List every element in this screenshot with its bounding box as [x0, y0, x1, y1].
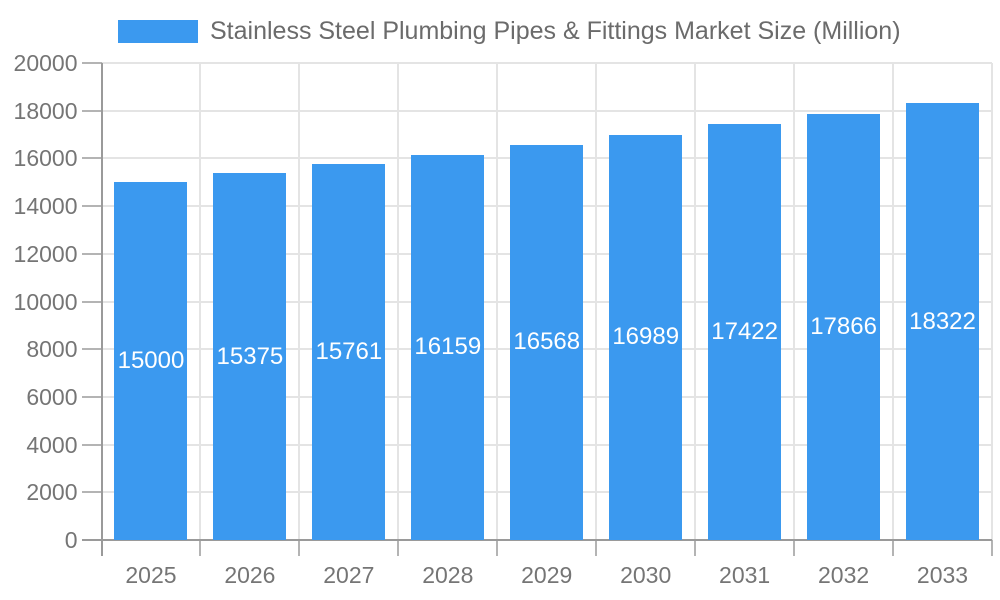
v-gridline	[397, 63, 400, 540]
x-axis-label: 2027	[323, 562, 375, 588]
bar	[807, 113, 881, 540]
x-tick	[496, 540, 499, 556]
y-axis-label: 4000	[26, 431, 78, 458]
y-axis-label: 12000	[13, 240, 78, 267]
legend-item[interactable]: Stainless Steel Plumbing Pipes & Fitting…	[118, 17, 901, 46]
y-tick	[81, 395, 102, 398]
y-tick	[81, 443, 102, 446]
v-gridline	[496, 63, 499, 540]
x-tick	[991, 540, 993, 556]
y-axis-label: 18000	[13, 97, 78, 124]
bar-value-label: 15761	[315, 338, 383, 366]
x-tick	[199, 540, 202, 556]
y-tick	[81, 109, 102, 112]
legend-swatch	[118, 20, 198, 43]
bar	[213, 173, 287, 540]
h-gridline	[101, 62, 992, 64]
h-gridline	[101, 109, 992, 112]
bar-value-label: 17866	[810, 312, 877, 340]
y-tick	[81, 348, 102, 351]
bar	[411, 154, 485, 540]
v-gridline	[991, 63, 993, 540]
bar-value-label: 16989	[612, 323, 680, 351]
y-tick	[81, 252, 102, 255]
x-tick	[298, 540, 301, 556]
bar-value-label: 15000	[117, 347, 185, 375]
x-tick	[793, 540, 796, 556]
x-axis-label: 2030	[620, 562, 672, 588]
y-axis-label: 14000	[13, 193, 78, 220]
y-axis-label: 6000	[26, 383, 78, 410]
bar	[510, 144, 584, 540]
x-axis-label: 2025	[125, 562, 177, 588]
v-gridline	[298, 63, 301, 540]
v-gridline	[199, 63, 202, 540]
y-axis-label: 2000	[26, 479, 78, 506]
y-axis-label: 0	[64, 527, 78, 553]
x-tick	[892, 540, 895, 556]
x-axis-label: 2032	[817, 562, 870, 588]
y-tick	[81, 157, 102, 160]
bar-value-label: 15375	[216, 342, 284, 370]
x-tick	[694, 540, 697, 556]
v-gridline	[595, 63, 598, 540]
x-axis-label: 2029	[521, 562, 573, 588]
legend-label: Stainless Steel Plumbing Pipes & Fitting…	[210, 17, 901, 45]
x-axis-label: 2028	[422, 562, 474, 588]
v-gridline	[694, 63, 697, 540]
x-axis-label: 2033	[916, 562, 969, 588]
y-axis-label: 16000	[13, 145, 78, 172]
y-tick	[81, 300, 102, 303]
x-axis-label: 2031	[719, 562, 771, 588]
x-axis-line	[81, 539, 992, 541]
x-tick	[595, 540, 598, 556]
bar	[609, 134, 683, 540]
bar	[906, 103, 980, 540]
y-tick	[81, 205, 102, 208]
y-axis-label: 10000	[13, 288, 78, 315]
bar	[708, 124, 782, 540]
x-tick	[397, 540, 400, 556]
bar	[114, 182, 188, 540]
y-axis-label: 20000	[13, 50, 78, 76]
bar-value-label: 16568	[513, 328, 581, 356]
bar-value-label: 16159	[414, 333, 482, 361]
v-gridline	[793, 63, 796, 540]
bar-value-label: 17422	[711, 318, 778, 346]
x-axis-label: 2026	[224, 562, 276, 588]
y-axis-label: 8000	[26, 336, 78, 363]
v-gridline	[892, 63, 895, 540]
bar	[312, 164, 386, 540]
y-tick	[81, 62, 102, 64]
bar-value-label: 18322	[909, 307, 976, 335]
y-axis-line	[100, 63, 103, 556]
y-tick	[81, 491, 102, 494]
